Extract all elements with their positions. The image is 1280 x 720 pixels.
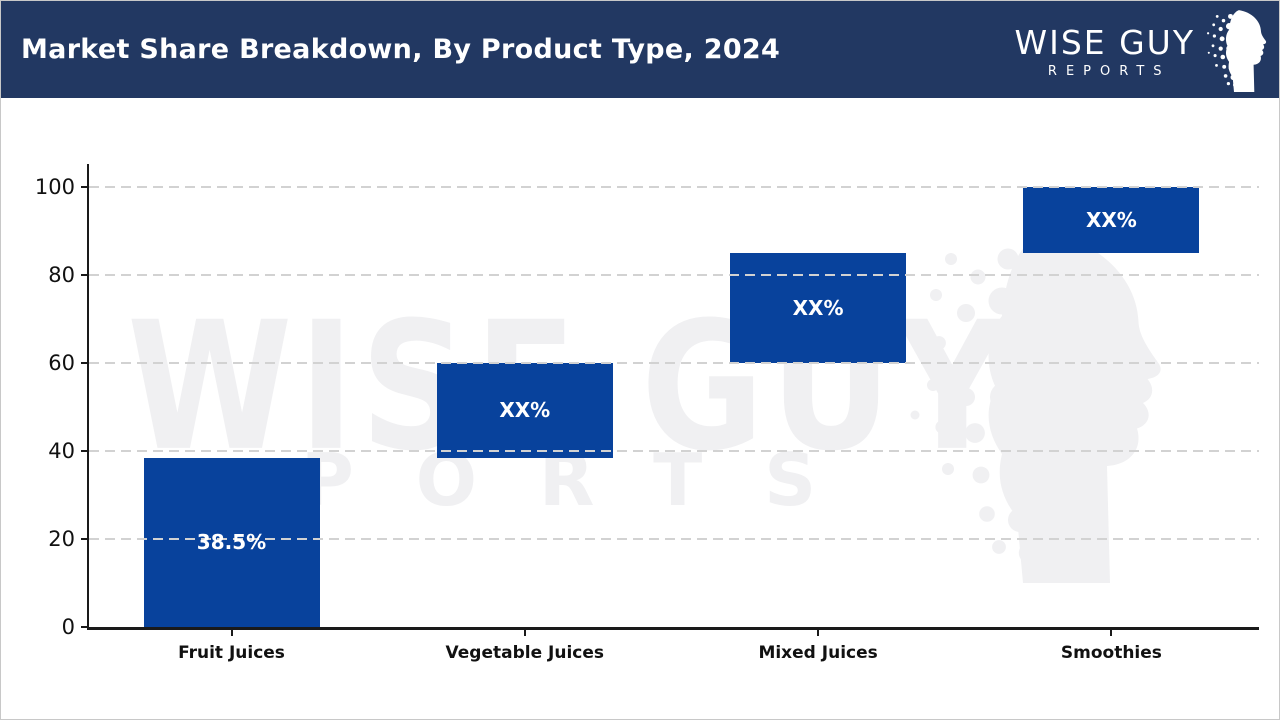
bar-smoothies [1023,187,1200,253]
watermark-face-icon [873,223,1173,583]
bar-value-label-mixed-juices: XX% [792,296,844,320]
x-axis-label-smoothies: Smoothies [1060,643,1162,663]
gridline-20 [89,538,1259,540]
gridline-80 [89,274,1259,276]
y-axis-label-40: 40 [48,439,75,463]
bar-mixed-juices [730,253,907,363]
y-tick-0 [81,626,87,628]
y-axis-label-80: 80 [48,263,75,287]
y-tick-20 [81,538,87,540]
x-axis-label-vegetable-juices: Vegetable Juices [445,643,605,663]
header: Market Share Breakdown, By Product Type,… [1,1,1279,98]
x-tick-fruit-juices [230,630,233,636]
chart-area: WISE GUY PORTS 38.5% Fruit Juices XX% Veget… [1,98,1279,719]
bar-vegetable-juices [436,363,613,458]
x-tick-smoothies [1110,630,1113,636]
bar-value-label-smoothies: XX% [1085,208,1137,232]
y-tick-80 [81,274,87,276]
bar-value-label-fruit-juices: 38.5% [196,530,267,555]
bar-value-label-vegetable-juices: XX% [499,398,551,423]
x-axis-spine [87,627,1259,630]
x-tick-vegetable-juices [523,630,526,636]
y-tick-100 [81,186,87,188]
bar-fruit-juices [143,457,320,627]
y-axis-label-100: 100 [34,175,75,199]
wiseguy-logo: WISE GUY REPORTS [1014,6,1269,94]
x-tick-mixed-juices [817,630,820,636]
x-axis-label-mixed-juices: Mixed Juices [758,643,878,663]
logo-text: WISE GUY REPORTS [1014,26,1195,79]
y-axis-label-0: 0 [61,615,75,639]
page-title: Market Share Breakdown, By Product Type,… [21,34,781,65]
y-axis-spine [87,164,89,630]
logo-face-icon [1199,6,1269,94]
gridline-100 [89,186,1259,188]
logo-wordmark: WISE GUY [1014,23,1195,62]
y-axis-label-60: 60 [48,351,75,375]
y-tick-40 [81,450,87,452]
y-axis-label-20: 20 [48,527,75,551]
x-axis-label-fruit-juices: Fruit Juices [178,643,285,663]
gridline-60 [89,362,1259,364]
gridline-40 [89,450,1259,452]
y-tick-60 [81,362,87,364]
logo-subtext: REPORTS [1047,64,1171,79]
